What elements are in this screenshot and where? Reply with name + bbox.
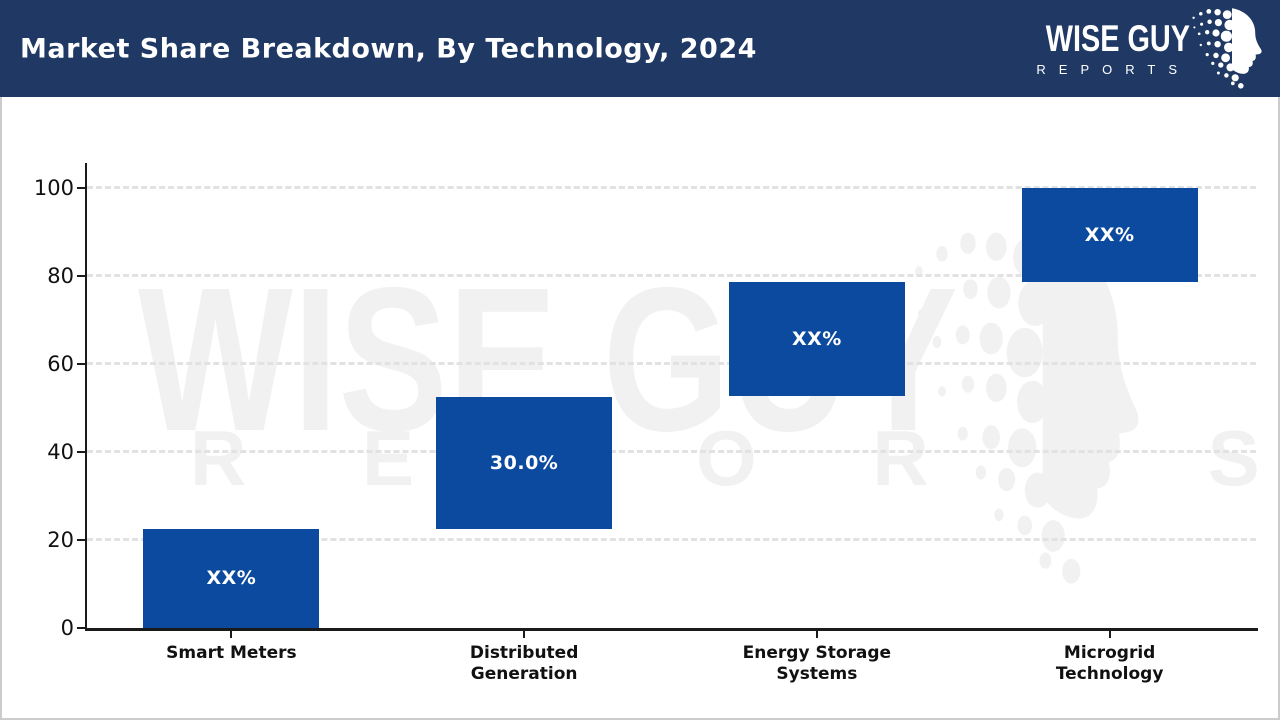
x-axis-tick-mark [815, 630, 818, 638]
bar-1: 30.0% [436, 396, 613, 529]
logo-wordmark: WISE GUY [1045, 18, 1190, 59]
x-category-label-line: Smart Meters [166, 642, 297, 663]
y-axis-tick-label: 40 [47, 439, 74, 464]
bar-2: XX% [728, 282, 905, 397]
dotted-head-icon [1192, 7, 1262, 89]
y-axis-tick-mark [77, 362, 85, 365]
y-axis-tick-mark [77, 626, 85, 629]
logo-text: WISE GUY REPORTS [1005, 20, 1190, 77]
header-bar: Market Share Breakdown, By Technology, 2… [0, 0, 1280, 97]
x-category-label-line: Energy Storage [742, 642, 892, 663]
gridline-20 [87, 538, 1256, 541]
gridline-100 [87, 186, 1256, 189]
x-axis-spine [85, 627, 1258, 631]
y-axis-tick-label: 80 [47, 263, 74, 288]
x-category-label: Microgrid Technology [980, 643, 1240, 685]
bar-0: XX% [143, 528, 320, 628]
y-axis-spine [85, 163, 87, 630]
x-axis-tick-mark [523, 630, 526, 638]
x-axis-tick-mark [230, 630, 233, 638]
y-axis-tick-mark [77, 274, 85, 277]
y-axis-tick-mark [77, 186, 85, 189]
x-category-label: Smart Meters [101, 643, 361, 664]
x-category-label-line: Generation [470, 663, 578, 684]
bar-3: XX% [1021, 187, 1198, 283]
x-category-label-line: Systems [776, 663, 858, 684]
y-axis-tick-mark [77, 450, 85, 453]
gridline-60 [87, 362, 1256, 365]
x-category-label: Distributed Generation [394, 643, 654, 685]
gridline-40 [87, 450, 1256, 453]
logo-subtitle: REPORTS [1036, 62, 1190, 77]
y-axis-tick-label: 60 [47, 351, 74, 376]
wise-guy-reports-logo: WISE GUY REPORTS [1005, 0, 1272, 97]
y-axis-tick-label: 20 [47, 527, 74, 552]
chart-title: Market Share Breakdown, By Technology, 2… [20, 33, 757, 64]
bar-value-label: 30.0% [489, 451, 559, 474]
x-category-label-line: Technology [1055, 663, 1164, 684]
bar-value-label: XX% [791, 328, 842, 351]
y-axis-tick-label: 100 [33, 175, 74, 200]
y-axis-tick-label: 0 [60, 615, 74, 640]
plot-area: WISE GUY R E P O R T S 0 20 40 60 80 100 XX% 30… [0, 97, 1280, 720]
x-category-label: Energy Storage Systems [687, 643, 947, 685]
gridline-80 [87, 274, 1256, 277]
x-category-label-line: Distributed [469, 642, 579, 663]
x-axis-tick-mark [1108, 630, 1111, 638]
y-axis-tick-mark [77, 538, 85, 541]
bar-value-label: XX% [206, 567, 257, 589]
bar-value-label: XX% [1084, 223, 1135, 246]
x-category-label-line: Microgrid [1063, 642, 1156, 663]
